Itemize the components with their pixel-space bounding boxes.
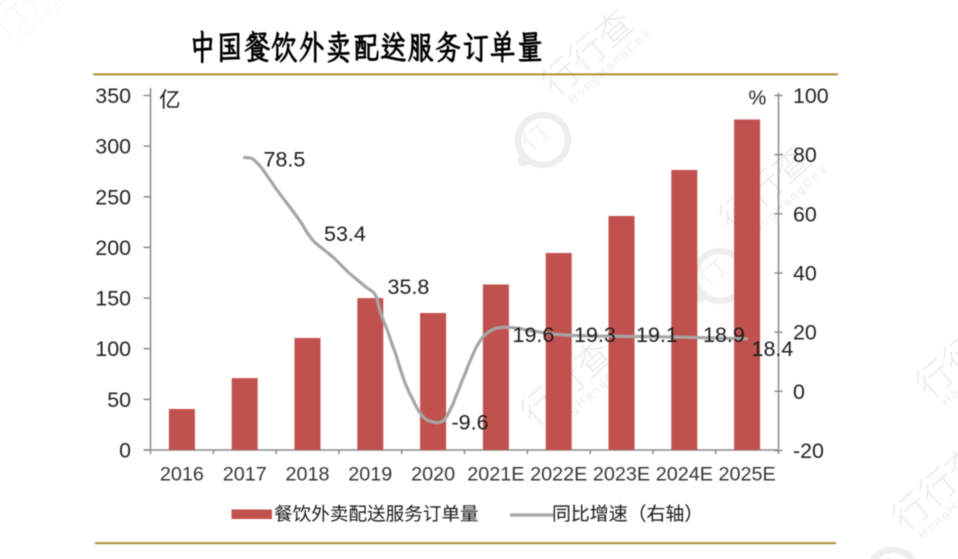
svg-text:2020: 2020 bbox=[411, 464, 455, 486]
svg-text:78.5: 78.5 bbox=[264, 148, 306, 172]
svg-text:18.9: 18.9 bbox=[703, 323, 745, 347]
svg-text:2019: 2019 bbox=[348, 464, 392, 486]
svg-text:2021E: 2021E bbox=[467, 464, 524, 486]
svg-text:2022E: 2022E bbox=[530, 464, 587, 486]
svg-text:19.6: 19.6 bbox=[513, 323, 555, 347]
svg-text:100: 100 bbox=[793, 84, 829, 108]
svg-text:50: 50 bbox=[107, 388, 131, 412]
svg-text:19.3: 19.3 bbox=[574, 323, 616, 347]
svg-text:0: 0 bbox=[119, 439, 131, 463]
svg-text:150: 150 bbox=[95, 287, 131, 311]
svg-text:80: 80 bbox=[793, 143, 817, 167]
svg-text:60: 60 bbox=[793, 202, 817, 226]
svg-text:2023E: 2023E bbox=[593, 464, 650, 486]
svg-text:2017: 2017 bbox=[223, 464, 267, 486]
svg-text:-9.6: -9.6 bbox=[452, 411, 489, 435]
svg-text:0: 0 bbox=[793, 380, 805, 404]
svg-text:300: 300 bbox=[95, 135, 131, 159]
svg-text:2018: 2018 bbox=[285, 464, 329, 486]
svg-text:2016: 2016 bbox=[160, 464, 204, 486]
svg-text:19.1: 19.1 bbox=[636, 323, 678, 347]
svg-text:35.8: 35.8 bbox=[388, 275, 430, 299]
svg-text:250: 250 bbox=[95, 185, 131, 209]
svg-text:2025E: 2025E bbox=[718, 464, 775, 486]
svg-text:100: 100 bbox=[95, 337, 131, 361]
svg-text:18.4: 18.4 bbox=[752, 337, 794, 361]
svg-text:%: % bbox=[749, 88, 767, 110]
svg-text:200: 200 bbox=[95, 236, 131, 260]
svg-text:350: 350 bbox=[95, 84, 131, 108]
svg-text:2024E: 2024E bbox=[656, 464, 713, 486]
svg-text:-20: -20 bbox=[793, 439, 824, 463]
svg-text:53.4: 53.4 bbox=[324, 222, 366, 246]
svg-text:40: 40 bbox=[793, 262, 817, 286]
svg-text:20: 20 bbox=[793, 321, 817, 345]
